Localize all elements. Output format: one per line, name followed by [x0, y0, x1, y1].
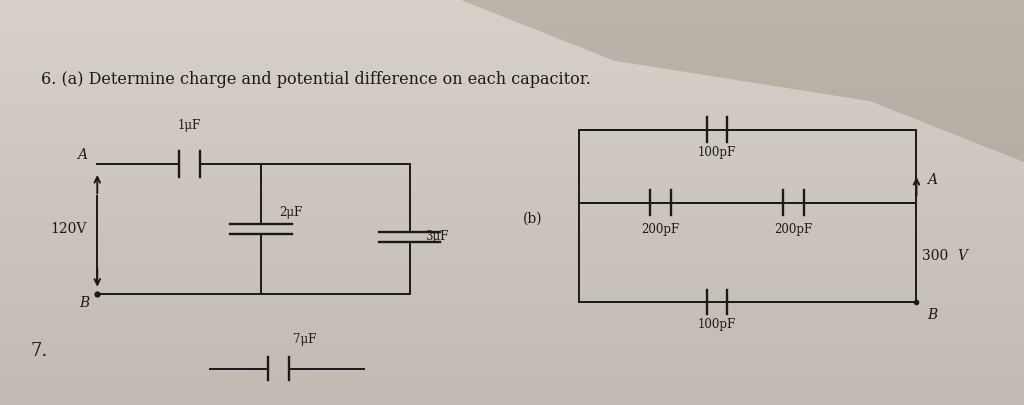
Text: A: A	[77, 148, 87, 162]
Text: 200pF: 200pF	[774, 223, 813, 236]
Text: (b): (b)	[523, 212, 543, 226]
Text: 120V: 120V	[50, 222, 87, 236]
Text: 7.: 7.	[31, 342, 48, 360]
Text: 7μF: 7μF	[294, 333, 316, 346]
Text: V: V	[957, 249, 968, 263]
Text: 100pF: 100pF	[697, 146, 736, 159]
Text: 300: 300	[922, 249, 948, 263]
Text: A: A	[927, 173, 937, 187]
Text: 1μF: 1μF	[178, 119, 201, 132]
Text: 200pF: 200pF	[641, 223, 680, 236]
Text: 2μF: 2μF	[280, 206, 303, 219]
Text: B: B	[79, 296, 89, 310]
Text: 100pF: 100pF	[697, 318, 736, 331]
Text: B: B	[927, 308, 937, 322]
Text: 3μF: 3μF	[425, 230, 449, 243]
Polygon shape	[461, 0, 1024, 162]
Text: 6. (a) Determine charge and potential difference on each capacitor.: 6. (a) Determine charge and potential di…	[41, 71, 591, 88]
